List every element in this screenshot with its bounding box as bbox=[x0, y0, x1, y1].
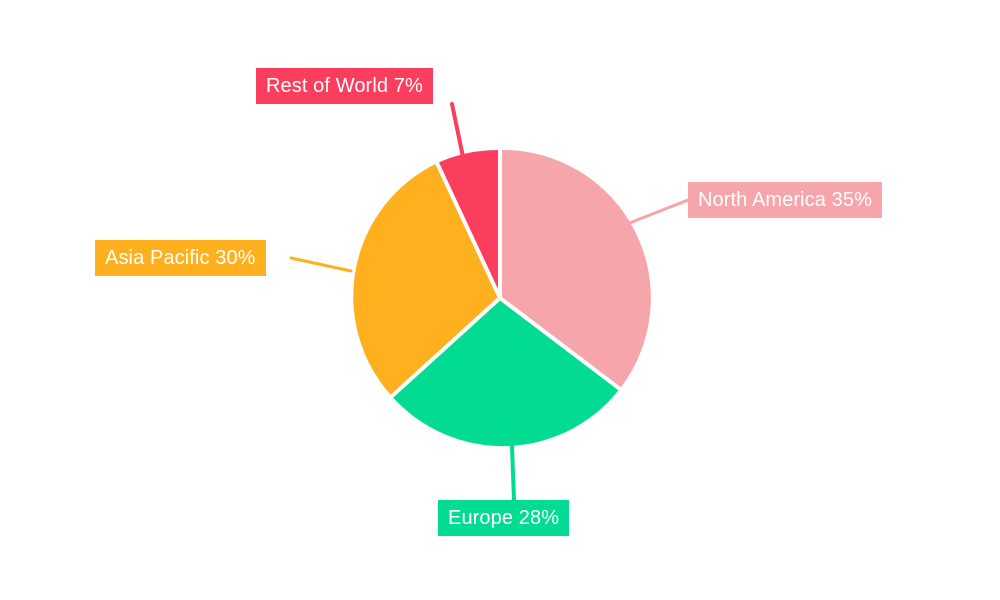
pie-label-rest-of-world[interactable]: Rest of World 7% bbox=[256, 68, 433, 104]
pie-slice-separators bbox=[389, 148, 622, 399]
leader-line-europe bbox=[510, 444, 516, 502]
separator-north-america-europe bbox=[498, 296, 622, 391]
leader-line-rest-of-world bbox=[450, 102, 465, 159]
leader-lines bbox=[289, 102, 690, 502]
pie-slices bbox=[353, 149, 651, 447]
leader-line-north-america bbox=[625, 198, 690, 226]
pie-slice-europe[interactable] bbox=[391, 298, 620, 447]
separator-asia-pacific-rest-of-world bbox=[435, 161, 502, 300]
leader-line-asia-pacific bbox=[289, 256, 353, 273]
pie-label-north-america-text: North America 35% bbox=[698, 189, 872, 211]
pie-label-europe-text: Europe 28% bbox=[448, 507, 560, 529]
separator-europe-asia-pacific bbox=[389, 296, 502, 399]
pie-label-asia-pacific[interactable]: Asia Pacific 30% bbox=[95, 240, 266, 276]
pie-label-rest-of-world-text: Rest of World 7% bbox=[266, 75, 423, 97]
pie-label-asia-pacific-text: Asia Pacific 30% bbox=[105, 247, 256, 269]
pie-label-europe[interactable]: Europe 28% bbox=[438, 500, 570, 536]
pie-label-north-america[interactable]: North America 35% bbox=[688, 182, 882, 218]
pie-slice-north-america[interactable] bbox=[500, 149, 651, 389]
